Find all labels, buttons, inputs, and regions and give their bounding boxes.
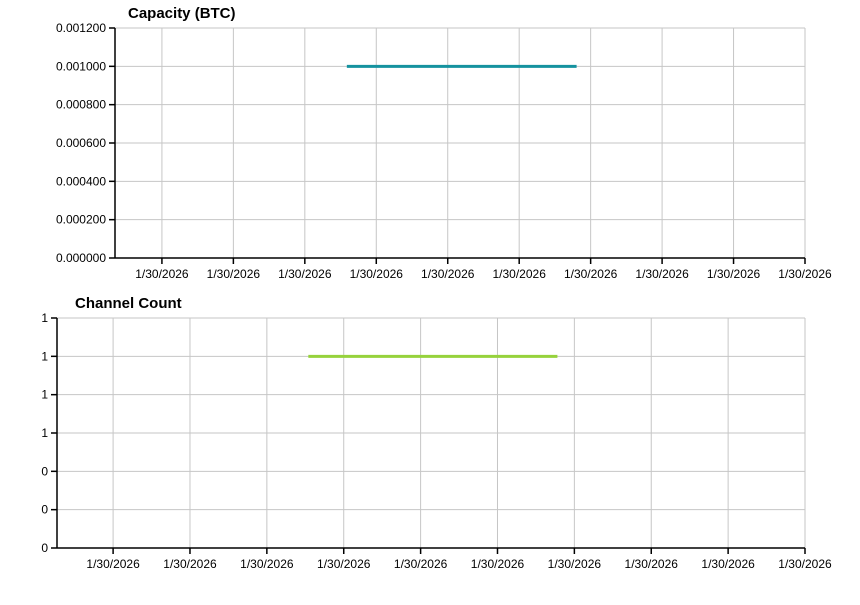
x-tick-label: 1/30/2026 [135, 267, 189, 281]
capacity-chart: 0.001200 0.001000 0.000800 0.000600 0.000400… [56, 5, 832, 281]
y-tick-label: 0.000600 [56, 136, 106, 150]
y-tick-label: 1 [41, 349, 48, 363]
x-tick-label: 1/30/2026 [240, 557, 294, 571]
x-tick-label: 1/30/2026 [548, 557, 602, 571]
x-tick-label: 1/30/2026 [564, 267, 618, 281]
y-tick-label: 1 [41, 426, 48, 440]
y-tick-label: 0 [41, 464, 48, 478]
y-tick-label: 0.000200 [56, 213, 106, 227]
x-tick-label: 1/30/2026 [701, 557, 755, 571]
y-tick-label: 0.000800 [56, 98, 106, 112]
x-tick-label: 1/30/2026 [350, 267, 404, 281]
channel-count-chart-title: Channel Count [75, 295, 182, 312]
y-tick-label: 0.001000 [56, 59, 106, 73]
x-tick-label: 1/30/2026 [707, 267, 761, 281]
x-tick-label: 1/30/2026 [421, 267, 475, 281]
x-tick-label: 1/30/2026 [278, 267, 332, 281]
y-tick-label: 0 [41, 503, 48, 517]
x-tick-label: 1/30/2026 [778, 267, 832, 281]
x-tick-label: 1/30/2026 [625, 557, 679, 571]
x-tick-label: 1/30/2026 [86, 557, 140, 571]
x-tick-label: 1/30/2026 [778, 557, 832, 571]
y-tick-label: 0.000400 [56, 174, 106, 188]
y-tick-label: 0.001200 [56, 21, 106, 35]
y-tick-label: 0.000000 [56, 251, 106, 265]
x-tick-label: 1/30/2026 [394, 557, 448, 571]
x-tick-label: 1/30/2026 [163, 557, 217, 571]
x-tick-label: 1/30/2026 [207, 267, 261, 281]
capacity-chart-title: Capacity (BTC) [128, 5, 236, 22]
capacity-chart-plot: 0.001200 0.001000 0.000800 0.000600 0.000400… [56, 21, 832, 281]
y-tick-label: 1 [41, 388, 48, 402]
y-tick-label: 1 [41, 311, 48, 325]
x-tick-label: 1/30/2026 [492, 267, 546, 281]
y-tick-label: 0 [41, 541, 48, 555]
channel-count-chart: 1 1 1 1 0 0 0 1/30/2026 1/30/2026 1/30/2026 1/30/2… [41, 295, 832, 571]
x-tick-label: 1/30/2026 [635, 267, 689, 281]
x-tick-label: 1/30/2026 [317, 557, 371, 571]
x-tick-label: 1/30/2026 [471, 557, 525, 571]
channel-count-chart-plot: 1 1 1 1 0 0 0 1/30/2026 1/30/2026 1/30/2026 1/30/2… [41, 311, 832, 571]
